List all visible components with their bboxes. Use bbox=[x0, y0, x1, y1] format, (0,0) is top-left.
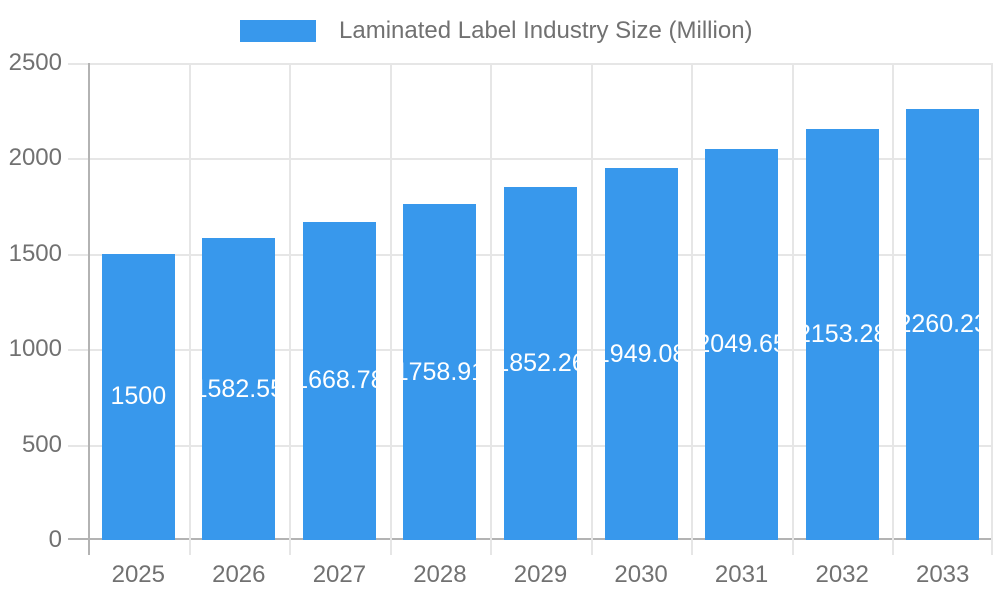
x-gridline bbox=[88, 63, 90, 540]
legend-label: Laminated Label Industry Size (Million) bbox=[339, 17, 753, 44]
y-axis-label: 2500 bbox=[8, 49, 62, 76]
bar-value-label: 1668.78 bbox=[303, 366, 376, 395]
bar[interactable]: 1758.91 bbox=[403, 204, 477, 540]
bar[interactable]: 1582.55 bbox=[202, 238, 276, 540]
y-tick bbox=[68, 63, 88, 65]
y-tick bbox=[68, 538, 88, 540]
y-tick bbox=[68, 445, 88, 447]
x-tick bbox=[88, 540, 90, 555]
bar-value-label: 1500 bbox=[110, 382, 167, 411]
x-tick bbox=[189, 540, 191, 555]
bar[interactable]: 2153.28 bbox=[805, 129, 879, 540]
x-gridline bbox=[390, 63, 392, 540]
y-gridline bbox=[88, 158, 993, 160]
x-axis-label: 2026 bbox=[212, 561, 266, 588]
x-tick bbox=[390, 540, 392, 555]
x-gridline bbox=[490, 63, 492, 540]
y-axis-label: 0 bbox=[48, 526, 62, 553]
x-axis-label: 2032 bbox=[815, 561, 869, 588]
x-gridline bbox=[892, 63, 894, 540]
bar-value-label: 1949.08 bbox=[605, 339, 678, 368]
x-gridline bbox=[991, 63, 993, 540]
y-tick bbox=[68, 254, 88, 256]
x-axis-label: 2028 bbox=[413, 561, 467, 588]
y-gridline bbox=[88, 63, 993, 65]
y-axis-label: 500 bbox=[21, 431, 62, 458]
bar[interactable]: 1852.26 bbox=[504, 186, 577, 540]
plot-area: 1500 1582.55 1668.78 1758.91 1852.26 1949.08 2… bbox=[68, 63, 993, 555]
x-axis-label: 2033 bbox=[915, 561, 970, 588]
x-tick bbox=[892, 540, 894, 555]
bar-value-label: 1758.91 bbox=[403, 357, 476, 386]
bar-value-label: 1582.55 bbox=[202, 374, 275, 403]
x-tick bbox=[289, 540, 291, 555]
bar[interactable]: 1500 bbox=[101, 253, 175, 540]
x-gridline bbox=[691, 63, 693, 540]
x-tick bbox=[490, 540, 492, 555]
y-axis-label: 2000 bbox=[8, 144, 62, 171]
x-axis-label: 2027 bbox=[312, 561, 367, 588]
legend-item[interactable]: Laminated Label Industry Size (Million) bbox=[240, 17, 753, 45]
legend-swatch bbox=[240, 20, 316, 42]
x-tick bbox=[991, 540, 993, 555]
x-gridline bbox=[792, 63, 794, 540]
x-gridline bbox=[591, 63, 593, 540]
x-axis-label: 2030 bbox=[614, 561, 668, 588]
x-tick bbox=[691, 540, 693, 555]
y-tick bbox=[68, 349, 88, 351]
x-tick bbox=[591, 540, 593, 555]
x-axis-label: 2031 bbox=[714, 561, 769, 588]
x-axis-label: 2025 bbox=[111, 561, 165, 588]
x-gridline bbox=[289, 63, 291, 540]
y-tick bbox=[68, 158, 88, 160]
bar[interactable]: 1949.08 bbox=[604, 168, 678, 540]
bar-value-label: 1852.26 bbox=[504, 348, 577, 377]
y-axis-label: 1000 bbox=[8, 335, 62, 362]
bar-value-label: 2049.65 bbox=[705, 329, 778, 358]
bar[interactable]: 1668.78 bbox=[302, 221, 376, 540]
x-gridline bbox=[189, 63, 191, 540]
x-axis-label: 2029 bbox=[513, 561, 568, 588]
bar[interactable]: 2049.65 bbox=[705, 148, 779, 540]
bar-value-label: 2153.28 bbox=[806, 320, 879, 349]
x-tick bbox=[792, 540, 794, 555]
y-axis-label: 1500 bbox=[8, 240, 62, 267]
